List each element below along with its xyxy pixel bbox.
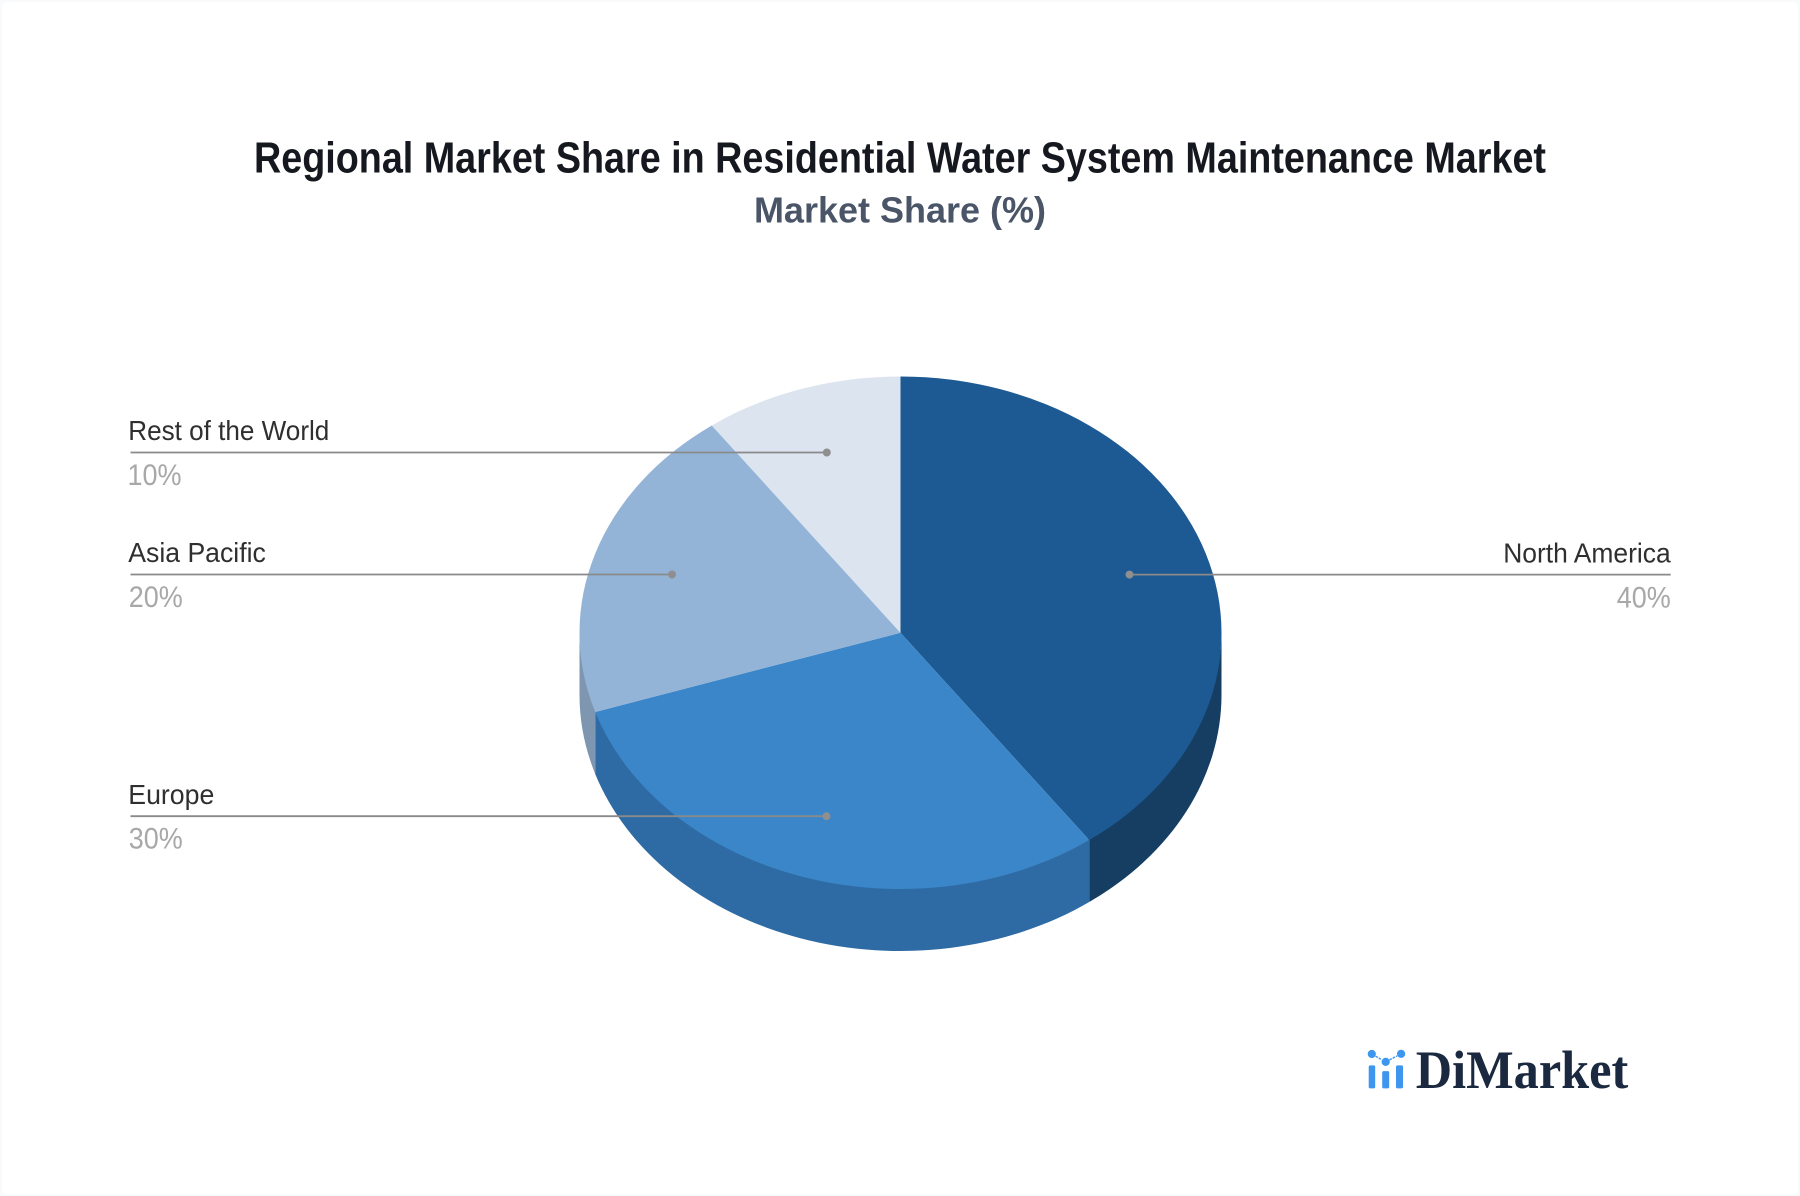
svg-text:Regional Market Share in Resid: Regional Market Share in Residential Wat… xyxy=(254,133,1546,182)
svg-text:Rest of the World: Rest of the World xyxy=(128,415,329,446)
svg-text:Market Share (%): Market Share (%) xyxy=(754,189,1046,230)
svg-text:Asia Pacific: Asia Pacific xyxy=(128,537,265,568)
svg-text:30%: 30% xyxy=(129,823,183,856)
svg-text:Europe: Europe xyxy=(128,779,214,810)
svg-text:DiMarket: DiMarket xyxy=(1416,1039,1629,1100)
svg-text:10%: 10% xyxy=(128,459,182,492)
svg-text:40%: 40% xyxy=(1617,581,1671,614)
svg-text:North America: North America xyxy=(1503,537,1671,568)
svg-text:20%: 20% xyxy=(129,581,183,614)
